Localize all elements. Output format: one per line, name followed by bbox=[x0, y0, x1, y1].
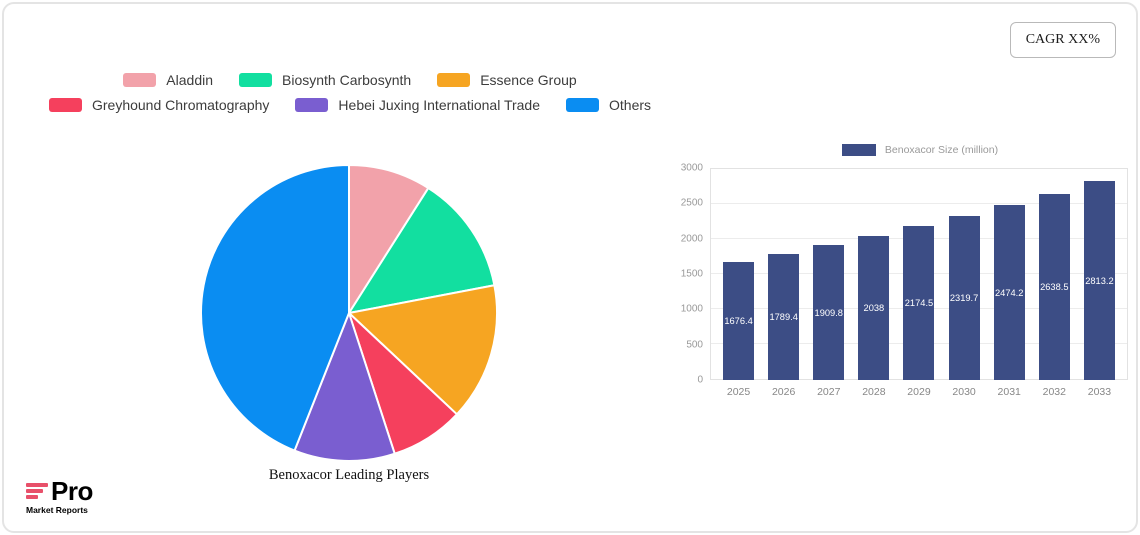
bar: 2813.2 bbox=[1083, 181, 1115, 380]
bar-plot-area: 1676.4 1789.4 1909.8 2038 2174.5 2319.7 2474.2… bbox=[681, 163, 1128, 398]
pie-slice bbox=[348, 284, 498, 416]
logo-brand-text: Pro bbox=[51, 476, 93, 506]
legend-label: Greyhound Chromatography bbox=[91, 97, 270, 113]
bar: 1909.8 bbox=[813, 245, 845, 380]
x-axis-category-label: 2027 bbox=[817, 386, 841, 398]
legend-label: Aladdin bbox=[166, 72, 213, 88]
pie-slice bbox=[348, 164, 430, 314]
bar: 1676.4 bbox=[723, 261, 755, 380]
bar: 2638.5 bbox=[1038, 193, 1070, 380]
y-axis-tick-label: 2500 bbox=[680, 197, 703, 209]
x-axis-category-label: 2028 bbox=[862, 386, 886, 398]
bar-chart-panel: Benoxacor Size (million) 1676.4 1789.4 190… bbox=[662, 142, 1130, 404]
x-axis-category-label: 2029 bbox=[907, 386, 931, 398]
logo-bar-stripe bbox=[26, 489, 43, 493]
y-axis-tick-label: 500 bbox=[686, 339, 703, 351]
bar: 2038 bbox=[858, 235, 890, 380]
legend-swatch bbox=[566, 98, 599, 112]
legend-swatch bbox=[48, 98, 82, 112]
pie-legend-item: Aladdin bbox=[123, 72, 213, 88]
bar: 2319.7 bbox=[948, 216, 980, 380]
x-axis-category-label: 2033 bbox=[1087, 386, 1112, 398]
y-axis-tick-label: 1500 bbox=[680, 268, 703, 280]
logo-bar-stripe bbox=[26, 483, 48, 487]
bars-container: 1676.4 1789.4 1909.8 2038 2174.5 2319.7 2474.2… bbox=[710, 168, 1128, 380]
legend-swatch bbox=[437, 73, 471, 87]
legend-label: Essence Group bbox=[480, 72, 577, 88]
logo-subtitle: Market Reports bbox=[26, 505, 88, 515]
x-axis-labels: 2025 2026 2027 2028 2029 2030 2031 2032 2033 bbox=[710, 386, 1128, 398]
pie-legend-item: Hebei Juxing International Trade bbox=[295, 97, 540, 113]
pie-legend-item: Biosynth Carbosynth bbox=[239, 72, 411, 88]
pie-chart bbox=[200, 164, 498, 463]
legend-swatch bbox=[123, 73, 157, 87]
legend-swatch bbox=[295, 98, 329, 112]
bar-value-label: 2038 bbox=[863, 302, 885, 313]
bar-value-label: 2638.5 bbox=[1040, 281, 1069, 292]
bar-value-label: 2319.7 bbox=[949, 293, 979, 304]
x-axis-category-label: 2031 bbox=[997, 386, 1021, 398]
bar-value-label: 2813.2 bbox=[1085, 275, 1114, 286]
pie-slice bbox=[348, 187, 496, 314]
legend-label: Biosynth Carbosynth bbox=[282, 72, 412, 88]
x-axis-category-label: 2026 bbox=[771, 386, 796, 398]
brand-logo: Pro Market Reports bbox=[26, 478, 93, 515]
bar: 2174.5 bbox=[903, 226, 935, 380]
y-axis-tick-label: 3000 bbox=[680, 162, 703, 174]
x-axis-category-label: 2025 bbox=[726, 386, 751, 398]
pie-legend-item: Others bbox=[566, 97, 651, 113]
bar: 1789.4 bbox=[768, 253, 800, 380]
pie-legend-item: Greyhound Chromatography bbox=[48, 97, 270, 113]
bar-legend: Benoxacor Size (million) bbox=[710, 142, 1130, 158]
bar: 2474.2 bbox=[993, 205, 1025, 380]
bar-legend-swatch bbox=[841, 144, 876, 156]
y-axis-tick-label: 2000 bbox=[680, 233, 703, 245]
pie-legend-item: Essence Group bbox=[437, 72, 577, 88]
logo-bar-stripe bbox=[26, 495, 38, 499]
bar-value-label: 1676.4 bbox=[724, 315, 753, 326]
pie-slice bbox=[293, 312, 396, 463]
legend-swatch bbox=[239, 73, 272, 87]
y-axis-tick-label: 0 bbox=[697, 374, 703, 386]
pie-chart-title: Benoxacor Leading Players bbox=[268, 467, 430, 483]
cagr-badge: CAGR XX% bbox=[1009, 22, 1116, 58]
bar-value-label: 2174.5 bbox=[904, 298, 934, 309]
bar-value-label: 1909.8 bbox=[814, 307, 843, 318]
legend-label: Hebei Juxing International Trade bbox=[338, 97, 540, 113]
legend-label: Others bbox=[609, 97, 652, 113]
logo-bars-icon bbox=[26, 483, 48, 499]
bar-value-label: 1789.4 bbox=[769, 311, 798, 322]
y-axis-tick-label: 1000 bbox=[680, 303, 703, 315]
bar-value-label: 2474.2 bbox=[994, 287, 1024, 298]
gridline bbox=[711, 203, 1127, 204]
bar-legend-label: Benoxacor Size (million) bbox=[884, 144, 999, 156]
pie-legend: Aladdin Biosynth Carbosynth Essence Group G… bbox=[30, 72, 670, 113]
x-axis-category-label: 2030 bbox=[952, 386, 976, 398]
pie-slice bbox=[200, 164, 350, 452]
x-axis-category-label: 2032 bbox=[1042, 386, 1066, 398]
